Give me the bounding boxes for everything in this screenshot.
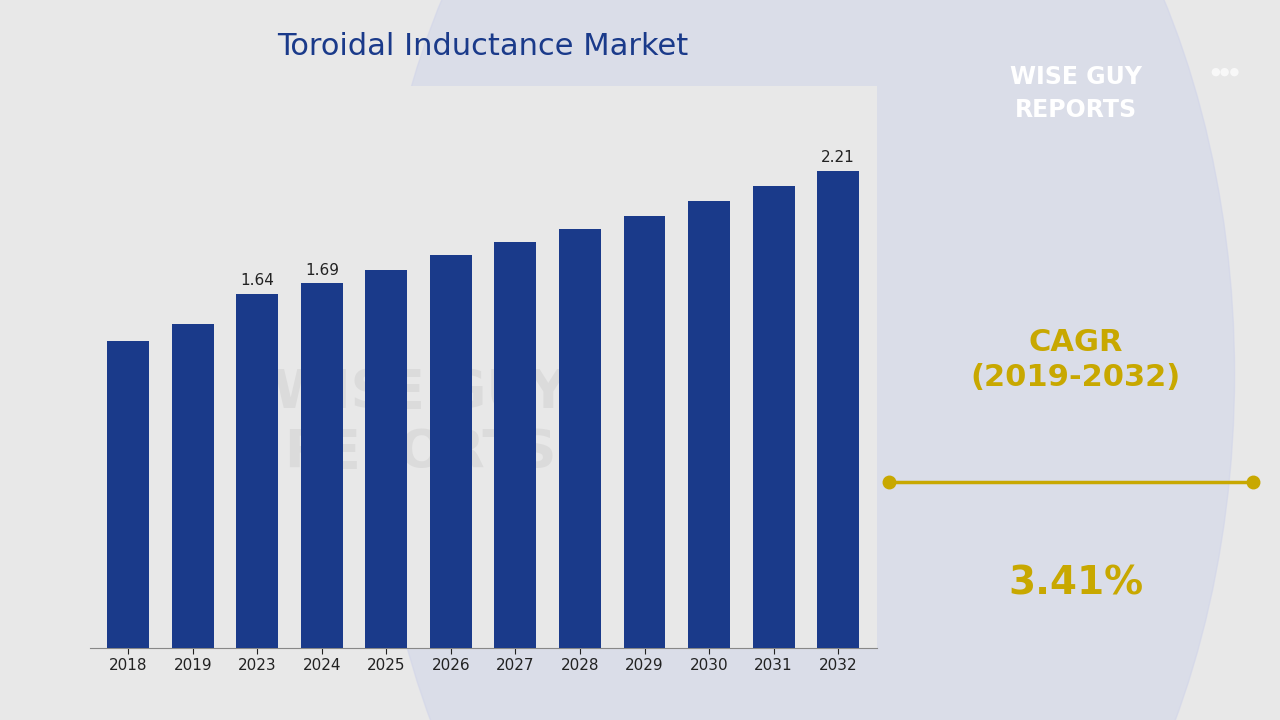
Bar xyxy=(689,201,730,648)
Text: WISE GUY
REPORTS: WISE GUY REPORTS xyxy=(1010,65,1142,122)
Bar xyxy=(623,216,666,648)
Circle shape xyxy=(371,0,1234,720)
Bar xyxy=(108,341,150,648)
Text: WISE GUY
REPORTS: WISE GUY REPORTS xyxy=(273,367,567,480)
Bar xyxy=(753,186,795,648)
Bar xyxy=(301,283,343,648)
Text: CAGR
(2019-2032): CAGR (2019-2032) xyxy=(970,328,1180,392)
Text: ●●●: ●●● xyxy=(1211,67,1240,77)
Bar xyxy=(494,242,536,648)
Bar xyxy=(559,229,600,648)
Text: 1.69: 1.69 xyxy=(305,263,339,278)
Bar xyxy=(172,324,214,648)
Text: 1.64: 1.64 xyxy=(241,274,274,288)
Text: 3.41%: 3.41% xyxy=(1007,564,1143,602)
Bar xyxy=(366,270,407,648)
Bar xyxy=(817,171,859,648)
Bar xyxy=(237,294,278,648)
Bar xyxy=(430,255,472,648)
Text: Toroidal Inductance Market: Toroidal Inductance Market xyxy=(278,32,689,61)
Text: 2.21: 2.21 xyxy=(822,150,855,166)
